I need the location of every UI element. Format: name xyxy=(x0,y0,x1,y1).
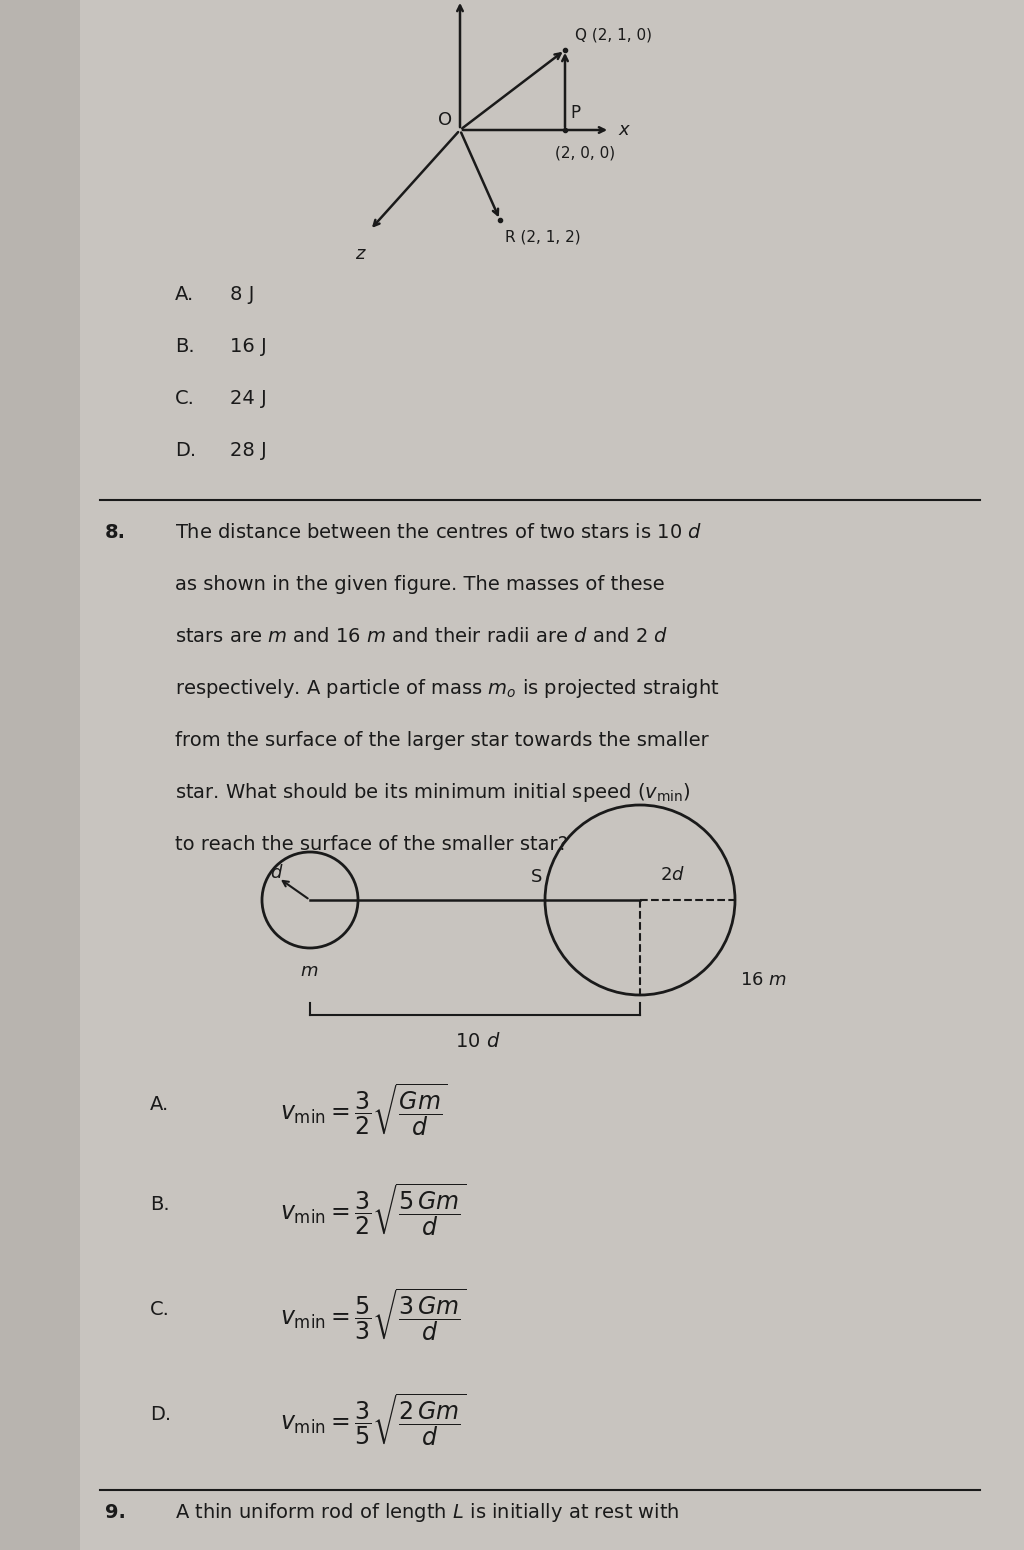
Text: x: x xyxy=(618,121,629,140)
Text: star. What should be its minimum initial speed ($v_{\rm min}$): star. What should be its minimum initial… xyxy=(175,781,690,804)
Text: B.: B. xyxy=(175,336,195,357)
Text: $v_{\mathrm{min}} = \dfrac{3}{2}\sqrt{\dfrac{Gm}{d}}$: $v_{\mathrm{min}} = \dfrac{3}{2}\sqrt{\d… xyxy=(280,1082,447,1139)
Text: $2d$: $2d$ xyxy=(660,866,685,883)
Text: The distance between the centres of two stars is 10 $d$: The distance between the centres of two … xyxy=(175,522,702,542)
Text: z: z xyxy=(355,245,365,264)
Text: 8 J: 8 J xyxy=(230,285,254,304)
Text: A.: A. xyxy=(150,1094,169,1114)
Text: as shown in the given figure. The masses of these: as shown in the given figure. The masses… xyxy=(175,575,665,594)
Text: $v_{\mathrm{min}} = \dfrac{5}{3}\sqrt{\dfrac{3\,Gm}{d}}$: $v_{\mathrm{min}} = \dfrac{5}{3}\sqrt{\d… xyxy=(280,1286,467,1344)
Text: S: S xyxy=(531,868,543,887)
Text: $m$: $m$ xyxy=(300,963,318,980)
Text: Q (2, 1, 0): Q (2, 1, 0) xyxy=(575,28,652,43)
Text: C.: C. xyxy=(150,1300,170,1319)
Text: D.: D. xyxy=(150,1404,171,1424)
Text: B.: B. xyxy=(150,1195,170,1214)
Text: 24 J: 24 J xyxy=(230,389,266,408)
Text: A thin uniform rod of length $L$ is initially at rest with: A thin uniform rod of length $L$ is init… xyxy=(175,1500,680,1524)
Text: 16 J: 16 J xyxy=(230,336,266,357)
Text: 16 $m$: 16 $m$ xyxy=(740,970,786,989)
Text: 9.: 9. xyxy=(105,1504,126,1522)
Text: D.: D. xyxy=(175,442,197,460)
Text: respectively. A particle of mass $m_o$ is projected straight: respectively. A particle of mass $m_o$ i… xyxy=(175,677,720,701)
Text: A.: A. xyxy=(175,285,195,304)
Text: $v_{\mathrm{min}} = \dfrac{3}{2}\sqrt{\dfrac{5\,Gm}{d}}$: $v_{\mathrm{min}} = \dfrac{3}{2}\sqrt{\d… xyxy=(280,1181,467,1238)
Text: $d$: $d$ xyxy=(270,863,284,882)
Text: P: P xyxy=(570,104,581,122)
Text: O: O xyxy=(438,112,453,129)
Text: 10 $d$: 10 $d$ xyxy=(455,1032,501,1051)
Text: $v_{\mathrm{min}} = \dfrac{3}{5}\sqrt{\dfrac{2\,Gm}{d}}$: $v_{\mathrm{min}} = \dfrac{3}{5}\sqrt{\d… xyxy=(280,1392,467,1449)
Text: stars are $m$ and 16 $m$ and their radii are $d$ and 2 $d$: stars are $m$ and 16 $m$ and their radii… xyxy=(175,628,669,646)
Text: C.: C. xyxy=(175,389,195,408)
Text: from the surface of the larger star towards the smaller: from the surface of the larger star towa… xyxy=(175,732,709,750)
Text: to reach the surface of the smaller star?: to reach the surface of the smaller star… xyxy=(175,835,568,854)
Text: 28 J: 28 J xyxy=(230,442,266,460)
Text: (2, 0, 0): (2, 0, 0) xyxy=(555,146,615,161)
Text: R (2, 1, 2): R (2, 1, 2) xyxy=(505,229,581,245)
Text: 8.: 8. xyxy=(105,522,126,542)
